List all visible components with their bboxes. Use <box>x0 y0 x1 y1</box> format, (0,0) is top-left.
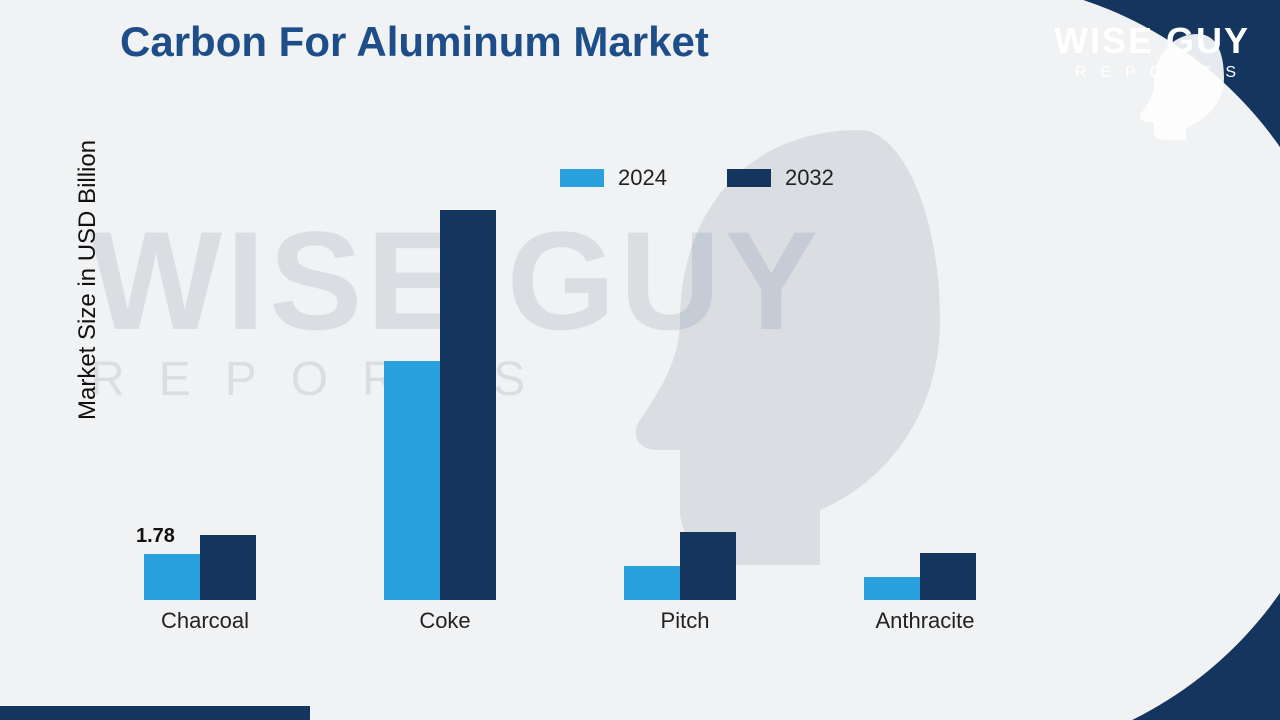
x-axis-labels: CharcoalCokePitchAnthracite <box>110 604 990 640</box>
x-axis-label: Anthracite <box>850 608 1000 634</box>
legend: 2024 2032 <box>560 165 834 191</box>
bar-series-b <box>200 535 256 600</box>
legend-swatch-2032 <box>727 169 771 187</box>
bar-series-b <box>920 553 976 600</box>
legend-label-2024: 2024 <box>618 165 667 191</box>
bar-value-label: 1.78 <box>136 525 175 548</box>
y-axis-label: Market Size in USD Billion <box>74 140 102 420</box>
brand-logo: WISE GUY REPORTS <box>1054 20 1250 82</box>
bottom-accent-strip <box>0 706 310 720</box>
bar-series-a <box>624 566 680 600</box>
x-axis-label: Pitch <box>610 608 760 634</box>
legend-item-2024: 2024 <box>560 165 667 191</box>
x-axis-label: Coke <box>370 608 520 634</box>
bar-series-b <box>440 210 496 600</box>
bar-series-a <box>384 361 440 600</box>
bar-groups: 1.78 <box>110 210 990 600</box>
chart-card: WISE GUY REPORTS WISE GUY REPORTS Carbon… <box>0 0 1280 720</box>
x-axis-label: Charcoal <box>130 608 280 634</box>
legend-item-2032: 2032 <box>727 165 834 191</box>
brand-head-icon <box>1120 30 1240 140</box>
plot-area: 1.78 CharcoalCokePitchAnthracite <box>110 210 990 640</box>
bar-series-b <box>680 532 736 600</box>
chart-title: Carbon For Aluminum Market <box>120 18 709 66</box>
bar-series-a <box>144 554 200 600</box>
bar-series-a <box>864 577 920 600</box>
legend-swatch-2024 <box>560 169 604 187</box>
legend-label-2032: 2032 <box>785 165 834 191</box>
